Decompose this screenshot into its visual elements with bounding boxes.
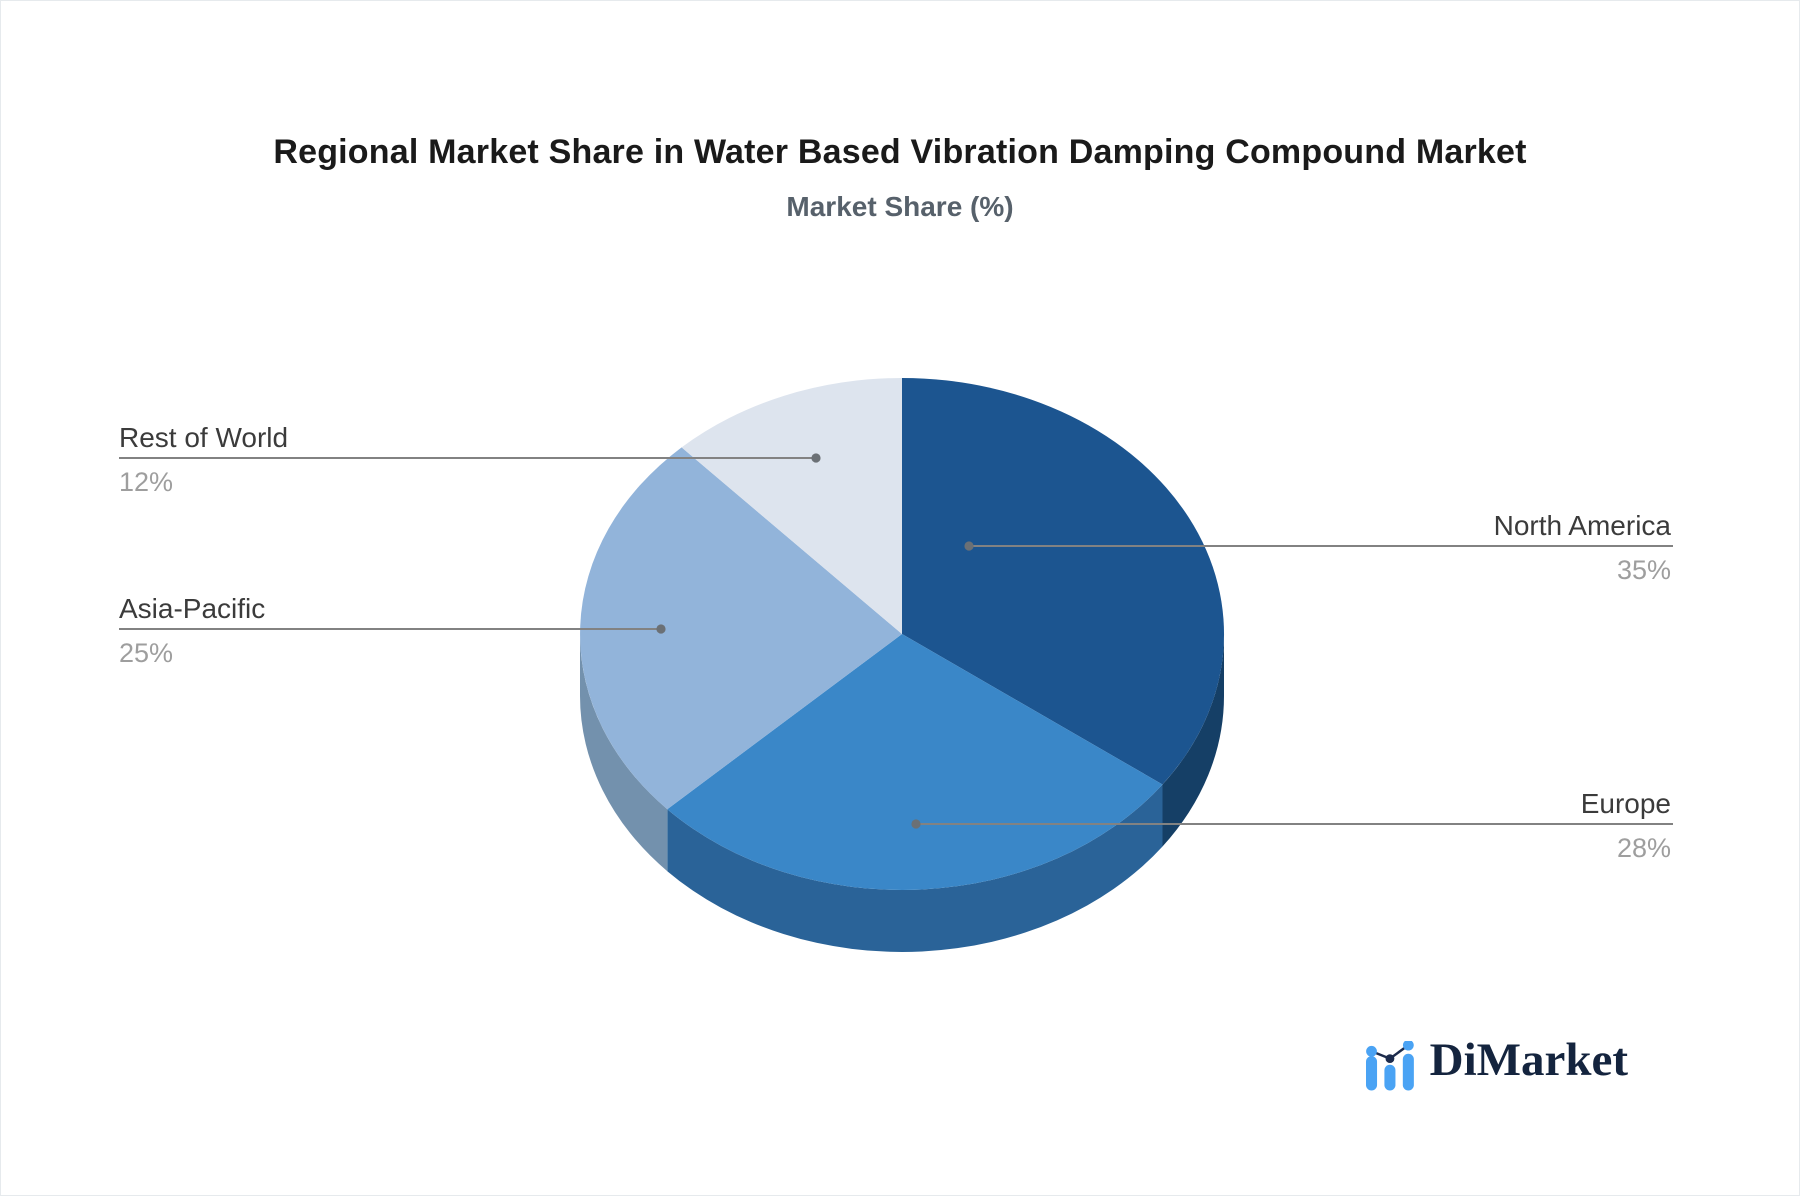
pie-side-asia-pacific (580, 634, 668, 872)
callout-dot-europe (911, 819, 921, 829)
brand-name: DiMarket (1429, 1034, 1628, 1086)
chart-title: Regional Market Share in Water Based Vib… (273, 133, 1527, 171)
pie-slice-asia-pacific (580, 447, 902, 810)
callout-dot-north-america (964, 541, 974, 551)
brand-logo: DiMarket (1365, 1034, 1628, 1091)
chart-subtitle: Market Share (%) (786, 191, 1014, 222)
pie-slice-rest-of-world (681, 378, 902, 634)
callout-label-north-america: North America (1493, 510, 1671, 541)
callout-label-asia-pacific: Asia-Pacific (119, 593, 266, 624)
pie-slice-north-america (902, 378, 1225, 785)
callout-value-europe: 28% (1616, 833, 1671, 863)
callout-dot-rest-of-world (811, 453, 821, 463)
pie-slice-europe (667, 634, 1163, 890)
callout-label-rest-of-world: Rest of World (119, 422, 289, 453)
callout-label-europe: Europe (1580, 788, 1671, 819)
callout-dot-asia-pacific (656, 624, 666, 634)
callout-value-rest-of-world: 12% (119, 467, 174, 497)
callout-value-north-america: 35% (1616, 555, 1671, 585)
callout-value-asia-pacific: 25% (119, 638, 174, 668)
pie-side-north-america (1162, 634, 1225, 847)
pie-side-europe (667, 784, 1163, 952)
bar-line-chart-icon (1365, 1041, 1414, 1091)
